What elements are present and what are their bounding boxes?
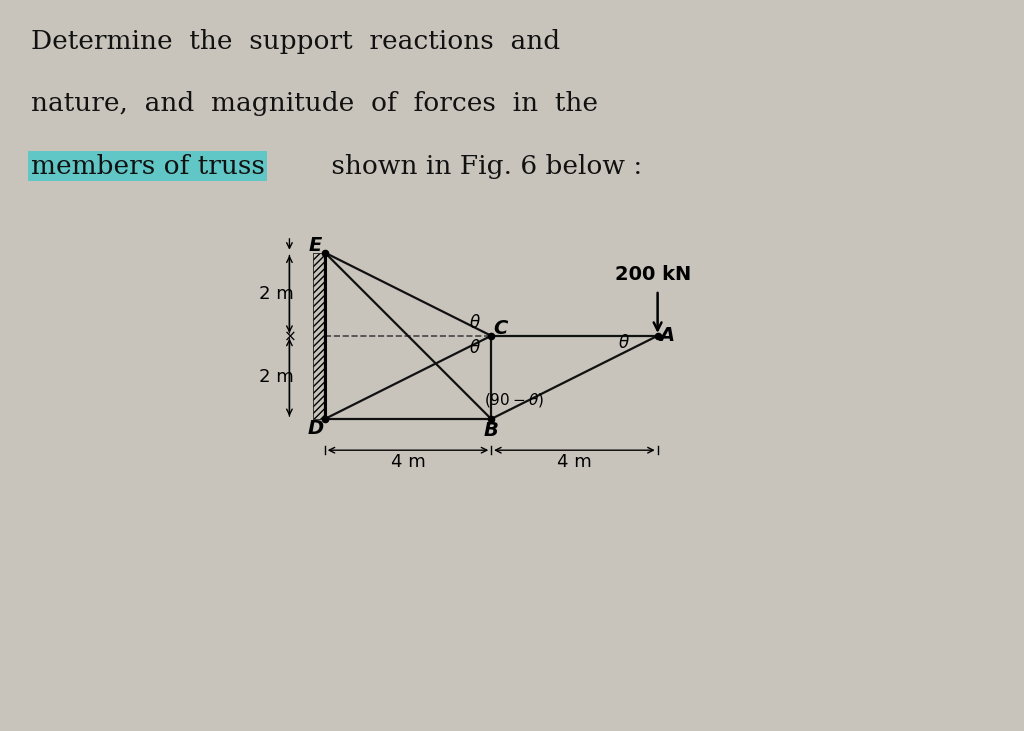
Text: C: C: [494, 319, 508, 338]
Text: $\theta$: $\theta$: [618, 334, 630, 352]
Text: $\theta$: $\theta$: [469, 314, 480, 333]
Text: $\times$: $\times$: [283, 328, 296, 344]
Text: $(90-\theta)$: $(90-\theta)$: [484, 391, 544, 409]
Text: E: E: [309, 235, 323, 254]
Text: shown in Fig. 6 below :: shown in Fig. 6 below :: [323, 154, 642, 178]
Text: Determine  the  support  reactions  and: Determine the support reactions and: [31, 29, 560, 54]
Text: $\theta$: $\theta$: [469, 339, 480, 357]
Text: 4 m: 4 m: [557, 452, 592, 471]
Text: 2 m: 2 m: [259, 368, 294, 387]
Text: 2 m: 2 m: [259, 285, 294, 303]
Text: D: D: [307, 419, 324, 438]
Text: B: B: [483, 421, 499, 440]
Text: 4 m: 4 m: [390, 452, 425, 471]
Text: nature,  and  magnitude  of  forces  in  the: nature, and magnitude of forces in the: [31, 91, 598, 116]
Text: 200 kN: 200 kN: [615, 265, 691, 284]
Text: members of truss: members of truss: [31, 154, 264, 178]
Text: A: A: [659, 326, 675, 345]
Bar: [313, 253, 325, 419]
